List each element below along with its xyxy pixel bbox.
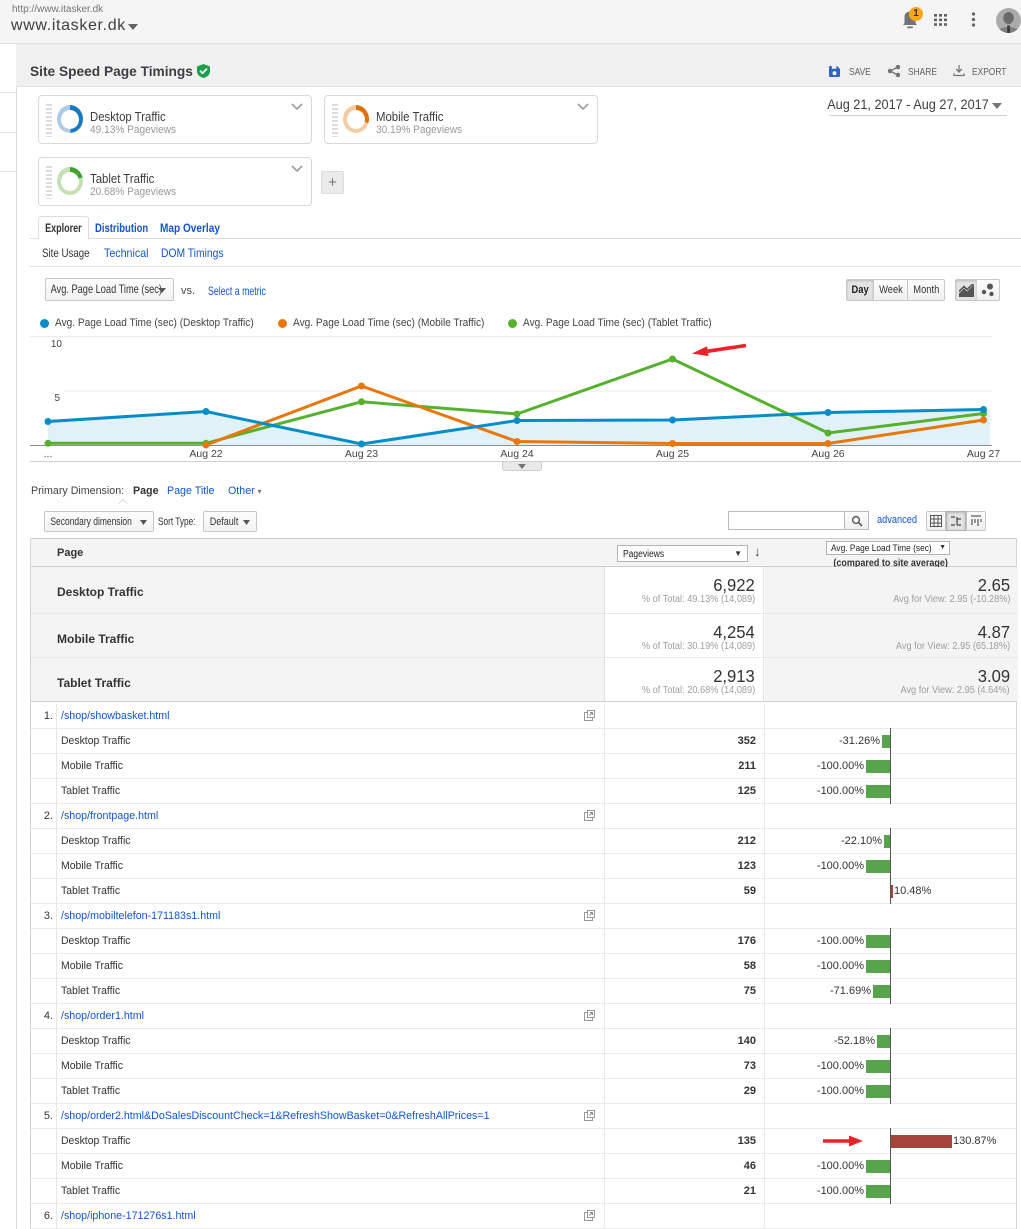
svg-text:Aug 25: Aug 25 [656,448,689,460]
svg-text:Aug 23: Aug 23 [345,448,378,460]
svg-text:Aug 27: Aug 27 [967,448,1000,460]
svg-text:Aug 26: Aug 26 [811,448,844,460]
svg-text:Aug 24: Aug 24 [500,448,533,460]
svg-text:5: 5 [54,393,60,404]
svg-text:Aug 22: Aug 22 [189,448,222,460]
svg-text:10: 10 [51,339,63,350]
svg-text:...: ... [44,448,53,460]
